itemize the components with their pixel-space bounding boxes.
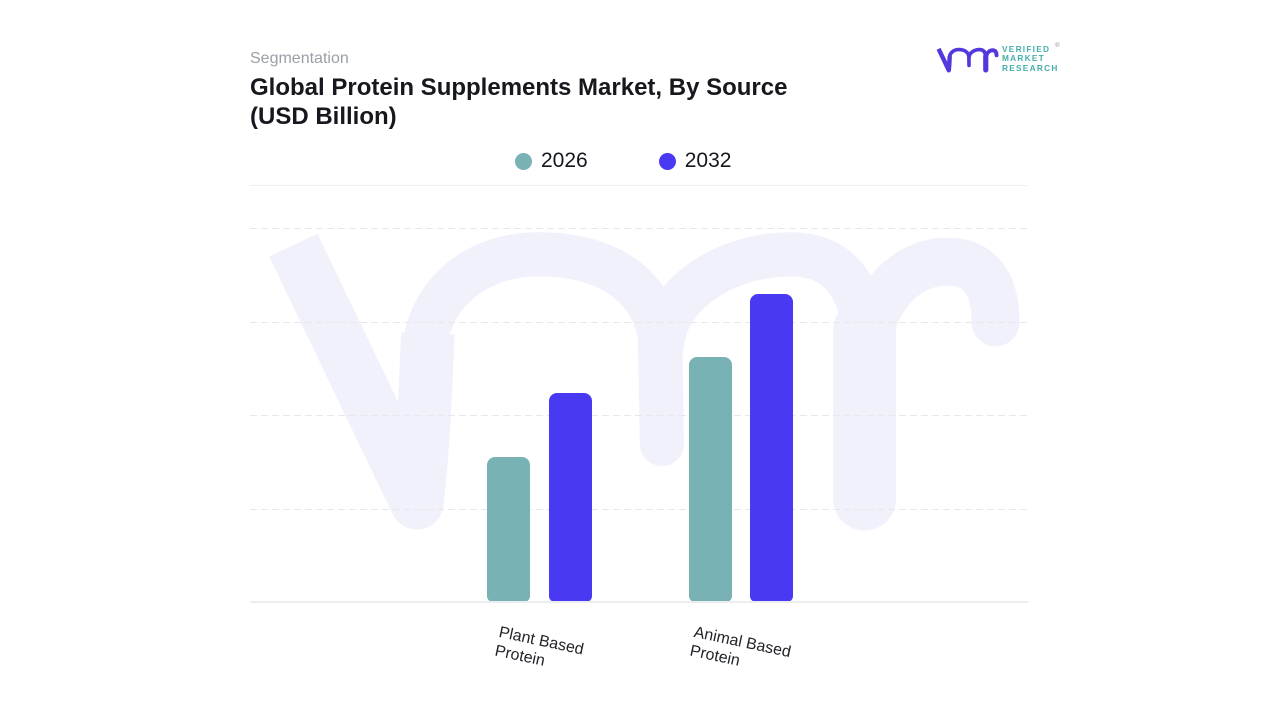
gridline: [250, 415, 1028, 416]
brand-line-3: RESEARCH: [1002, 62, 1059, 73]
x-tick-label-plant-based-protein: Plant Based Protein: [493, 623, 586, 670]
chart-title: Global Protein Supplements Market, By So…: [250, 74, 788, 130]
vmr-logo-icon: [936, 47, 999, 73]
legend-dot-2026: [515, 152, 532, 170]
bar-2032-animal-based-protein[interactable]: [749, 294, 793, 602]
plot-area: [250, 185, 1028, 603]
bar-2026-plant-based-protein[interactable]: [487, 457, 530, 602]
legend-label-2032: 2032: [684, 149, 732, 172]
section-label: Segmentation: [250, 50, 349, 67]
registered-trademark-icon: ®: [1055, 42, 1060, 49]
bar-2032-plant-based-protein[interactable]: [548, 392, 592, 602]
legend-separator-line: [250, 185, 1028, 186]
bar-2026-animal-based-protein[interactable]: [689, 357, 732, 602]
legend-label-2026: 2026: [541, 149, 588, 172]
brand-logo: VERIFIED MARKET RESEARCH ®: [936, 40, 1062, 76]
legend-item-2032[interactable]: 2032: [658, 149, 732, 172]
brand-line-2: MARKET: [1002, 53, 1045, 64]
x-axis-line: [250, 601, 1028, 603]
legend-item-2026[interactable]: 2026: [515, 150, 588, 172]
x-tick-label-animal-based-protein: Animal Based Protein: [688, 623, 793, 670]
brand-line-1: VERIFIED: [1002, 44, 1051, 54]
gridline: [250, 508, 1028, 510]
legend: 2026 2032: [515, 150, 731, 172]
legend-dot-2032: [658, 152, 676, 170]
gridline: [250, 321, 1028, 323]
vmr-watermark-icon: [262, 223, 1025, 536]
gridline: [250, 228, 1028, 229]
brand-wordmark: VERIFIED MARKET RESEARCH: [1002, 44, 1059, 73]
